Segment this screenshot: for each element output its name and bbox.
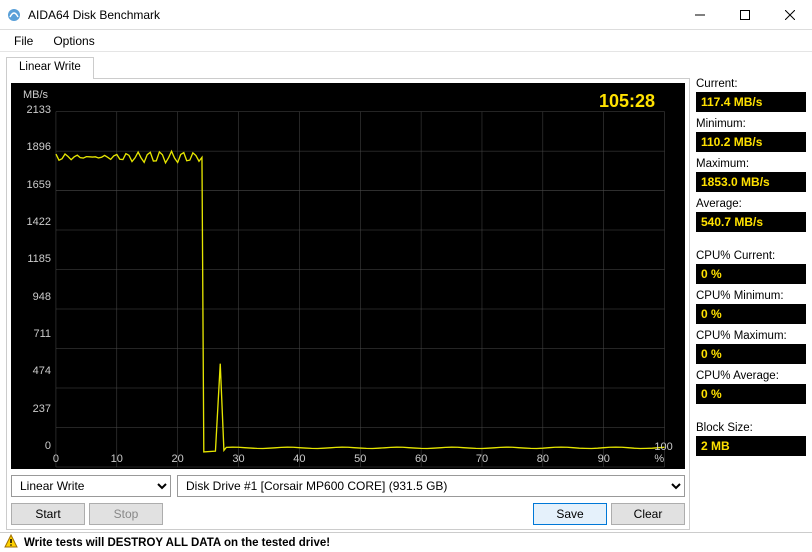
menubar: File Options (0, 30, 812, 52)
close-button[interactable] (767, 0, 812, 30)
window-title: AIDA64 Disk Benchmark (28, 8, 677, 22)
stat-block: 2 MB (696, 436, 806, 456)
stats-panel: Current: 117.4 MB/s Minimum: 110.2 MB/s Ma… (696, 56, 806, 530)
stop-button[interactable]: Stop (89, 503, 163, 525)
stat-current: 117.4 MB/s (696, 92, 806, 112)
start-button[interactable]: Start (11, 503, 85, 525)
tabstrip: Linear Write (6, 56, 690, 78)
stat-cpu-min-label: CPU% Minimum: (696, 290, 806, 302)
chart: MB/s 105:28 0237474711948118514221659189… (11, 83, 685, 469)
stat-min: 110.2 MB/s (696, 132, 806, 152)
stat-block-label: Block Size: (696, 422, 806, 434)
menu-file[interactable]: File (4, 32, 43, 50)
titlebar: AIDA64 Disk Benchmark (0, 0, 812, 30)
clear-button[interactable]: Clear (611, 503, 685, 525)
stat-avg: 540.7 MB/s (696, 212, 806, 232)
stat-cpu-avg: 0 % (696, 384, 806, 404)
stat-current-label: Current: (696, 78, 806, 90)
stat-cpu-cur: 0 % (696, 264, 806, 284)
stat-max-label: Maximum: (696, 158, 806, 170)
warning-bar: Write tests will DESTROY ALL DATA on the… (0, 532, 812, 552)
stat-min-label: Minimum: (696, 118, 806, 130)
stat-cpu-cur-label: CPU% Current: (696, 250, 806, 262)
stat-cpu-max-label: CPU% Maximum: (696, 330, 806, 342)
stat-max: 1853.0 MB/s (696, 172, 806, 192)
stat-cpu-max: 0 % (696, 344, 806, 364)
stat-cpu-min: 0 % (696, 304, 806, 324)
menu-options[interactable]: Options (43, 32, 104, 50)
stat-cpu-avg-label: CPU% Average: (696, 370, 806, 382)
app-icon (6, 7, 22, 23)
warning-text: Write tests will DESTROY ALL DATA on the… (24, 537, 330, 549)
tab-linear-write[interactable]: Linear Write (6, 57, 94, 79)
save-button[interactable]: Save (533, 503, 607, 525)
warning-icon (4, 534, 18, 551)
stat-avg-label: Average: (696, 198, 806, 210)
maximize-button[interactable] (722, 0, 767, 30)
minimize-button[interactable] (677, 0, 722, 30)
